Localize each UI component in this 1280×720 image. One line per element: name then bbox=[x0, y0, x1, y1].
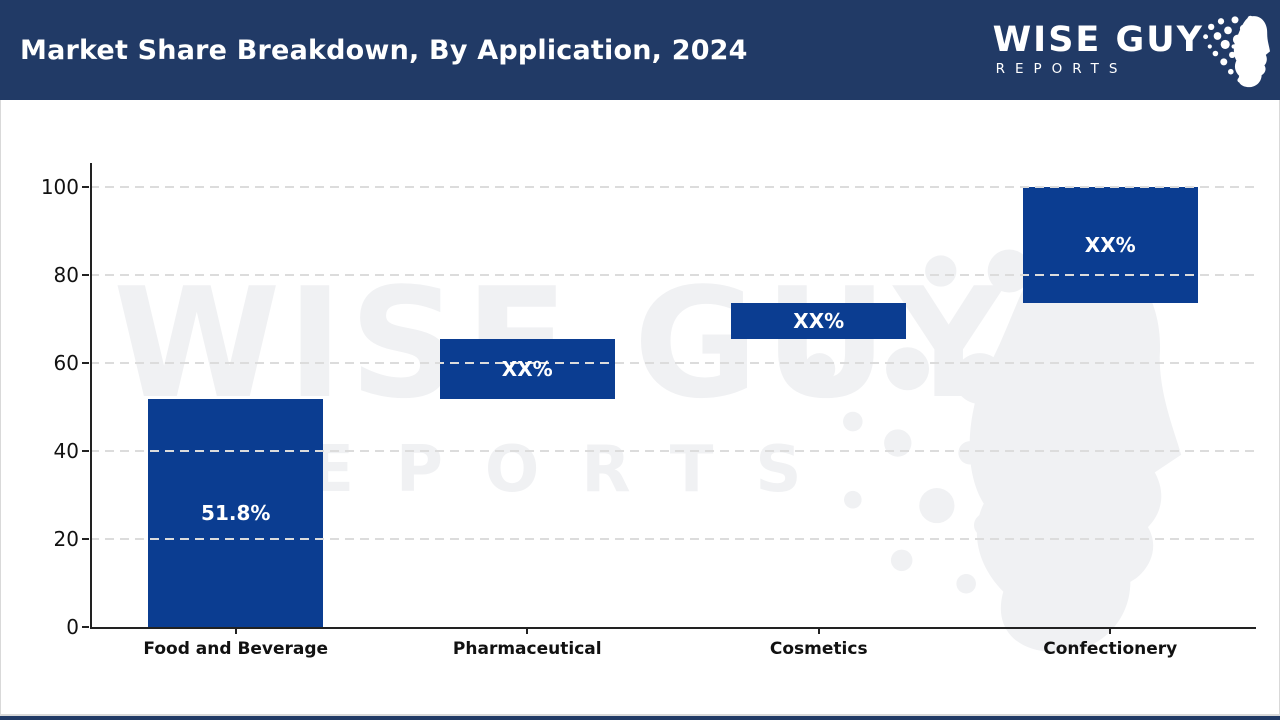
header: Market Share Breakdown, By Application, … bbox=[0, 0, 1280, 100]
x-axis-label-food-and-beverage: Food and Beverage bbox=[143, 639, 329, 659]
page-title: Market Share Breakdown, By Application, … bbox=[20, 34, 748, 66]
y-axis-tick-label-40: 40 bbox=[53, 438, 79, 463]
logo-wordmark: WISE GUY REPORTS bbox=[992, 20, 1204, 78]
x-axis-label-pharmaceutical: Pharmaceutical bbox=[452, 639, 602, 659]
logo-face-icon bbox=[1203, 15, 1270, 88]
waterfall-chart: 51.8% Food and Beverage XX% Pharmaceutical X… bbox=[1, 100, 1279, 714]
x-axis-tick bbox=[234, 627, 237, 634]
y-axis-tick bbox=[82, 273, 89, 276]
footer-bar bbox=[0, 714, 1280, 720]
y-axis-tick-label-100: 100 bbox=[40, 174, 79, 199]
x-axis-label-confectionery: Confectionery bbox=[1043, 639, 1178, 659]
logo-title: WISE GUY bbox=[992, 20, 1204, 60]
bar-cosmetics bbox=[731, 302, 907, 339]
x-axis-line bbox=[90, 627, 1256, 629]
x-axis-label-cosmetics: Cosmetics bbox=[769, 639, 868, 659]
bar-value-label-confectionery: XX% bbox=[1084, 232, 1136, 257]
y-axis-tick bbox=[82, 626, 89, 628]
y-axis-tick bbox=[82, 361, 89, 364]
bar-value-label-cosmetics: XX% bbox=[793, 308, 845, 333]
logo-subtitle: REPORTS bbox=[995, 61, 1128, 77]
gridline-40 bbox=[90, 449, 1256, 452]
y-axis-tick bbox=[82, 449, 89, 452]
y-axis-tick-label-0: 0 bbox=[66, 615, 79, 639]
y-axis-tick bbox=[82, 185, 89, 188]
bar-value-label-food-and-beverage: 51.8% bbox=[201, 500, 271, 525]
y-axis-tick-label-60: 60 bbox=[53, 350, 79, 375]
y-axis-line bbox=[90, 163, 92, 629]
x-axis-tick bbox=[526, 627, 529, 634]
wise-guy-reports-logo: WISE GUY REPORTS bbox=[993, 9, 1270, 91]
bar-value-label-pharmaceutical: XX% bbox=[501, 356, 553, 381]
bar-food-and-beverage bbox=[148, 398, 324, 627]
gridline-80 bbox=[90, 273, 1256, 276]
x-axis-tick bbox=[817, 627, 820, 634]
y-axis-tick-label-20: 20 bbox=[53, 526, 79, 551]
gridline-100 bbox=[90, 185, 1256, 188]
bar-pharmaceutical bbox=[439, 338, 615, 399]
chart-area: WISE GUY REPORTS 51.8% Food and Beverage X… bbox=[0, 100, 1280, 714]
gridline-20 bbox=[90, 537, 1256, 540]
y-axis-tick-label-80: 80 bbox=[53, 262, 79, 287]
gridline-60 bbox=[90, 361, 1256, 364]
y-axis-tick bbox=[82, 537, 89, 540]
